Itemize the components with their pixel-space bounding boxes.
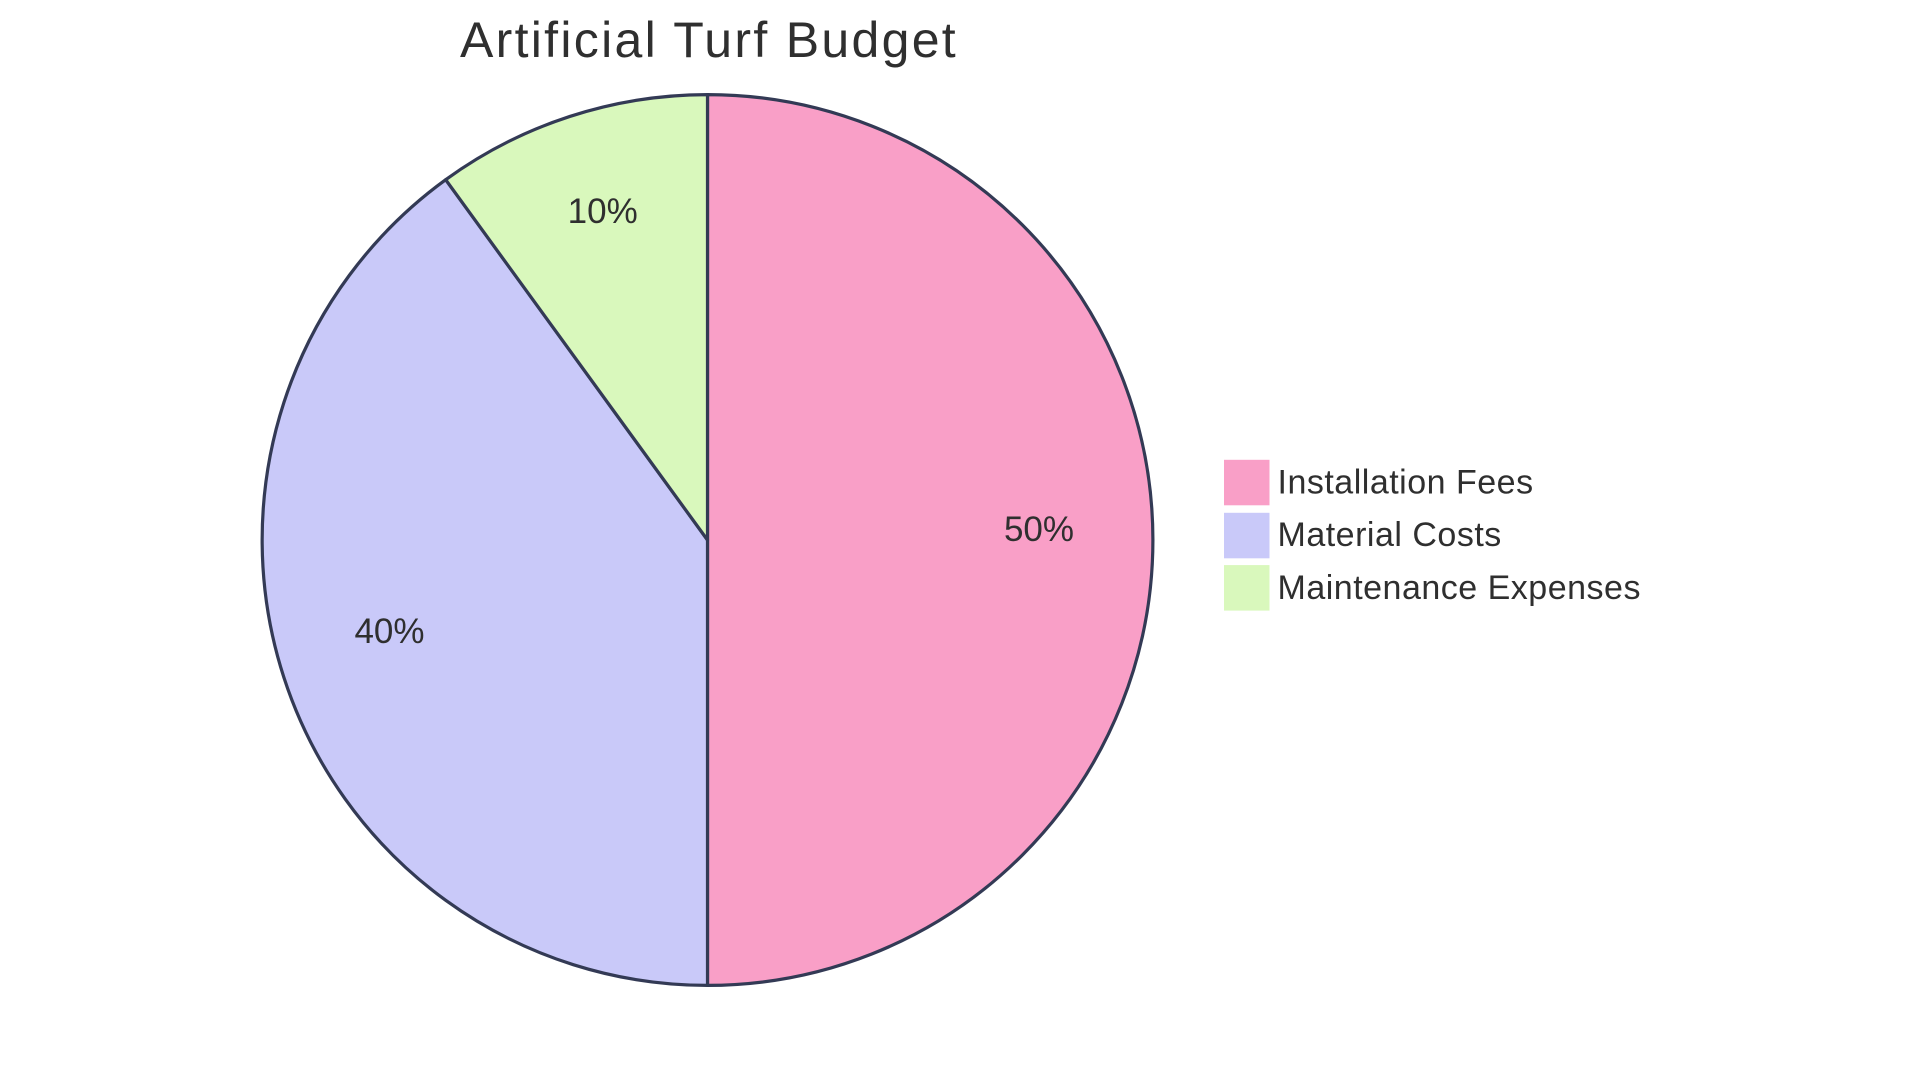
svg-text:50%: 50% <box>1004 510 1074 549</box>
svg-text:Installation Fees: Installation Fees <box>1278 464 1534 502</box>
svg-text:Maintenance Expenses: Maintenance Expenses <box>1278 569 1641 607</box>
svg-text:10%: 10% <box>568 192 638 231</box>
svg-text:40%: 40% <box>354 612 424 651</box>
svg-text:Material Costs: Material Costs <box>1278 516 1502 554</box>
svg-text:Artificial Turf Budget: Artificial Turf Budget <box>460 12 958 68</box>
